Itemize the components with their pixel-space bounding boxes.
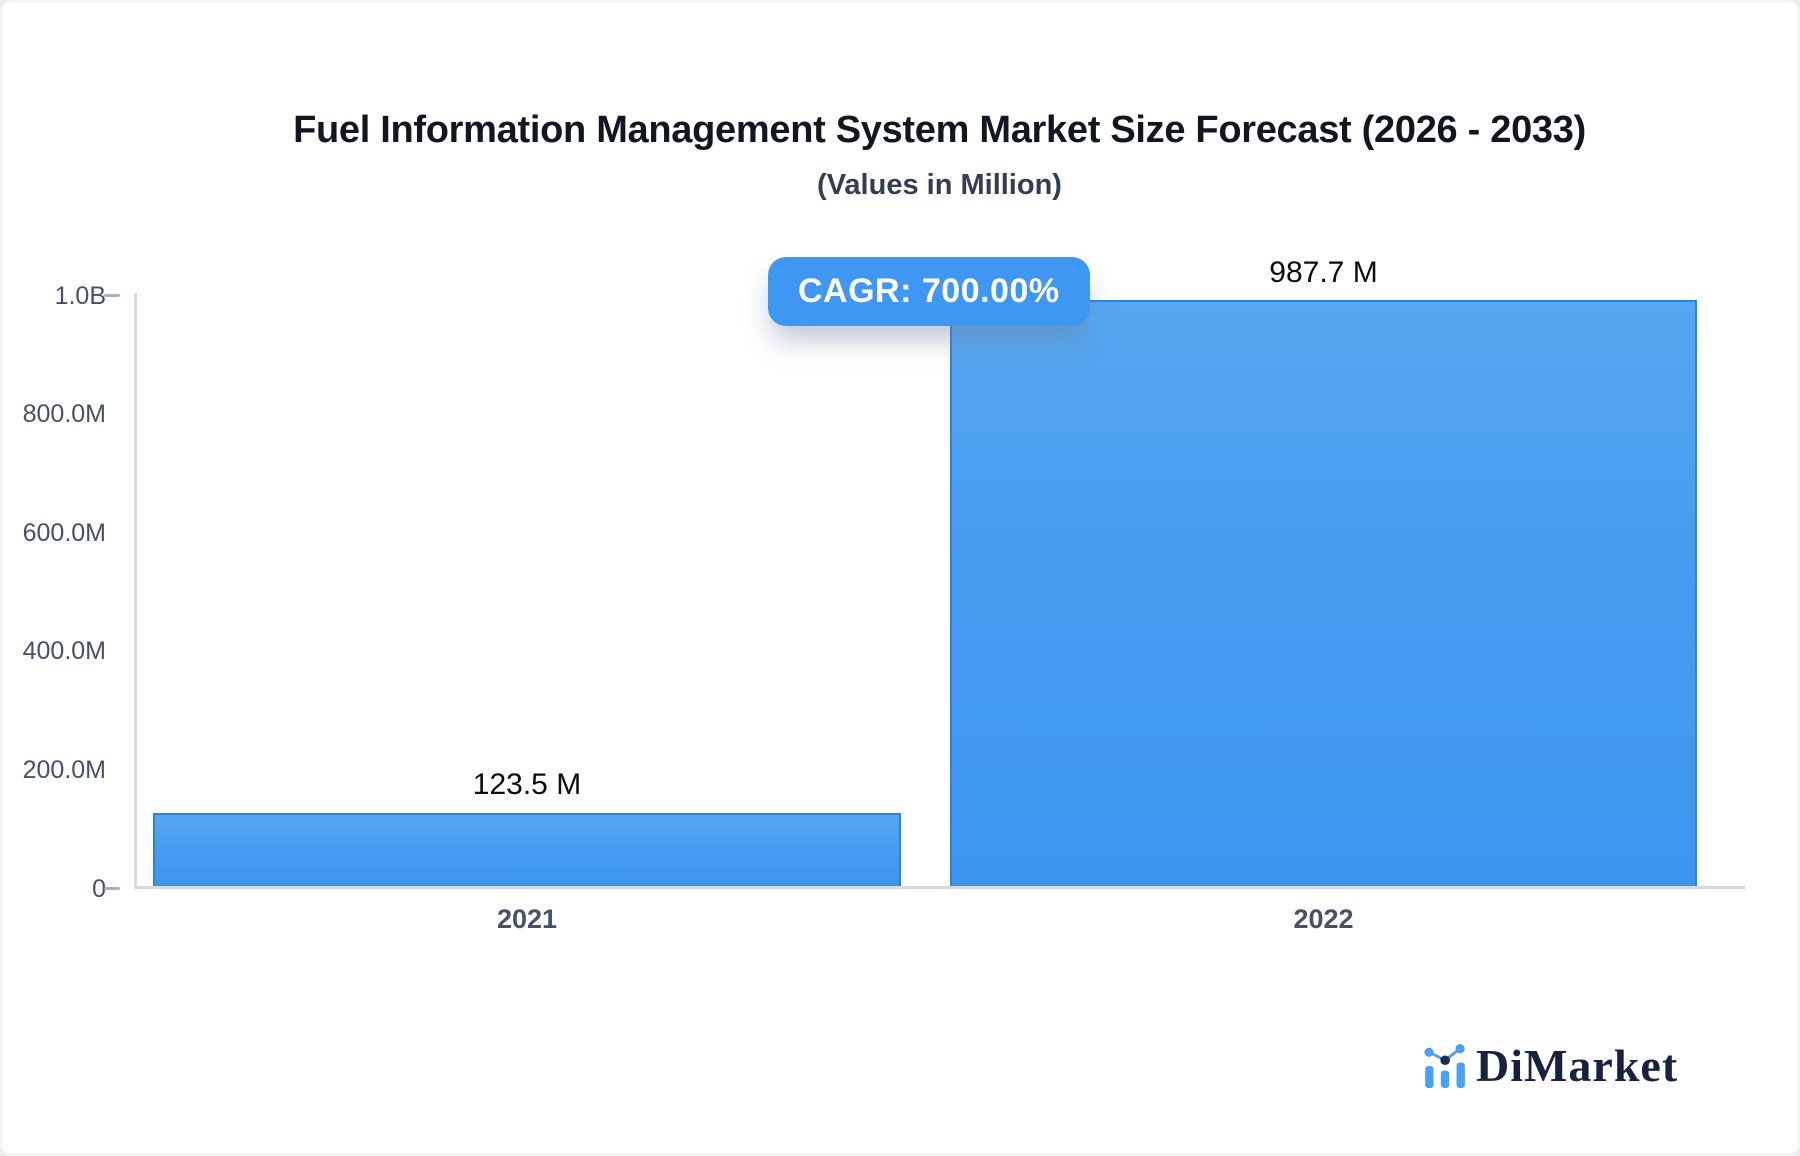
x-axis-label-2021: 2021: [496, 904, 558, 934]
y-axis-tick-label: 400.0M: [22, 637, 106, 666]
brand-name: DiMarket: [1476, 1040, 1679, 1091]
brand-logo: DiMarket: [1421, 1043, 1678, 1089]
y-axis-tick-label: 200.0M: [22, 755, 106, 784]
y-axis-tick-mark: [104, 887, 120, 890]
cagr-badge-label: CAGR: 700.00%: [798, 272, 1060, 310]
cagr-badge: CAGR: 700.00%: [768, 257, 1090, 326]
chart-subtitle: (Values in Million): [817, 169, 1062, 201]
bar-2022: [950, 300, 1697, 886]
bar-2021: [153, 812, 901, 886]
y-axis-tick-label: 800.0M: [22, 400, 106, 429]
y-axis-tick-label: 1.0B: [54, 281, 106, 310]
bar-chart-logo-icon: [1424, 1044, 1465, 1088]
plot-area: [134, 293, 1745, 889]
chart-title: Fuel Information Management System Marke…: [293, 109, 1586, 151]
bar-value-label: 123.5 M: [472, 768, 582, 802]
y-axis-tick-mark: [104, 294, 120, 297]
x-axis-label-2022: 2022: [1293, 904, 1354, 934]
bar-value-label: 987.7 M: [1269, 255, 1378, 289]
y-axis-tick-label: 600.0M: [22, 518, 106, 547]
y-axis-tick-label: 0: [92, 874, 106, 903]
